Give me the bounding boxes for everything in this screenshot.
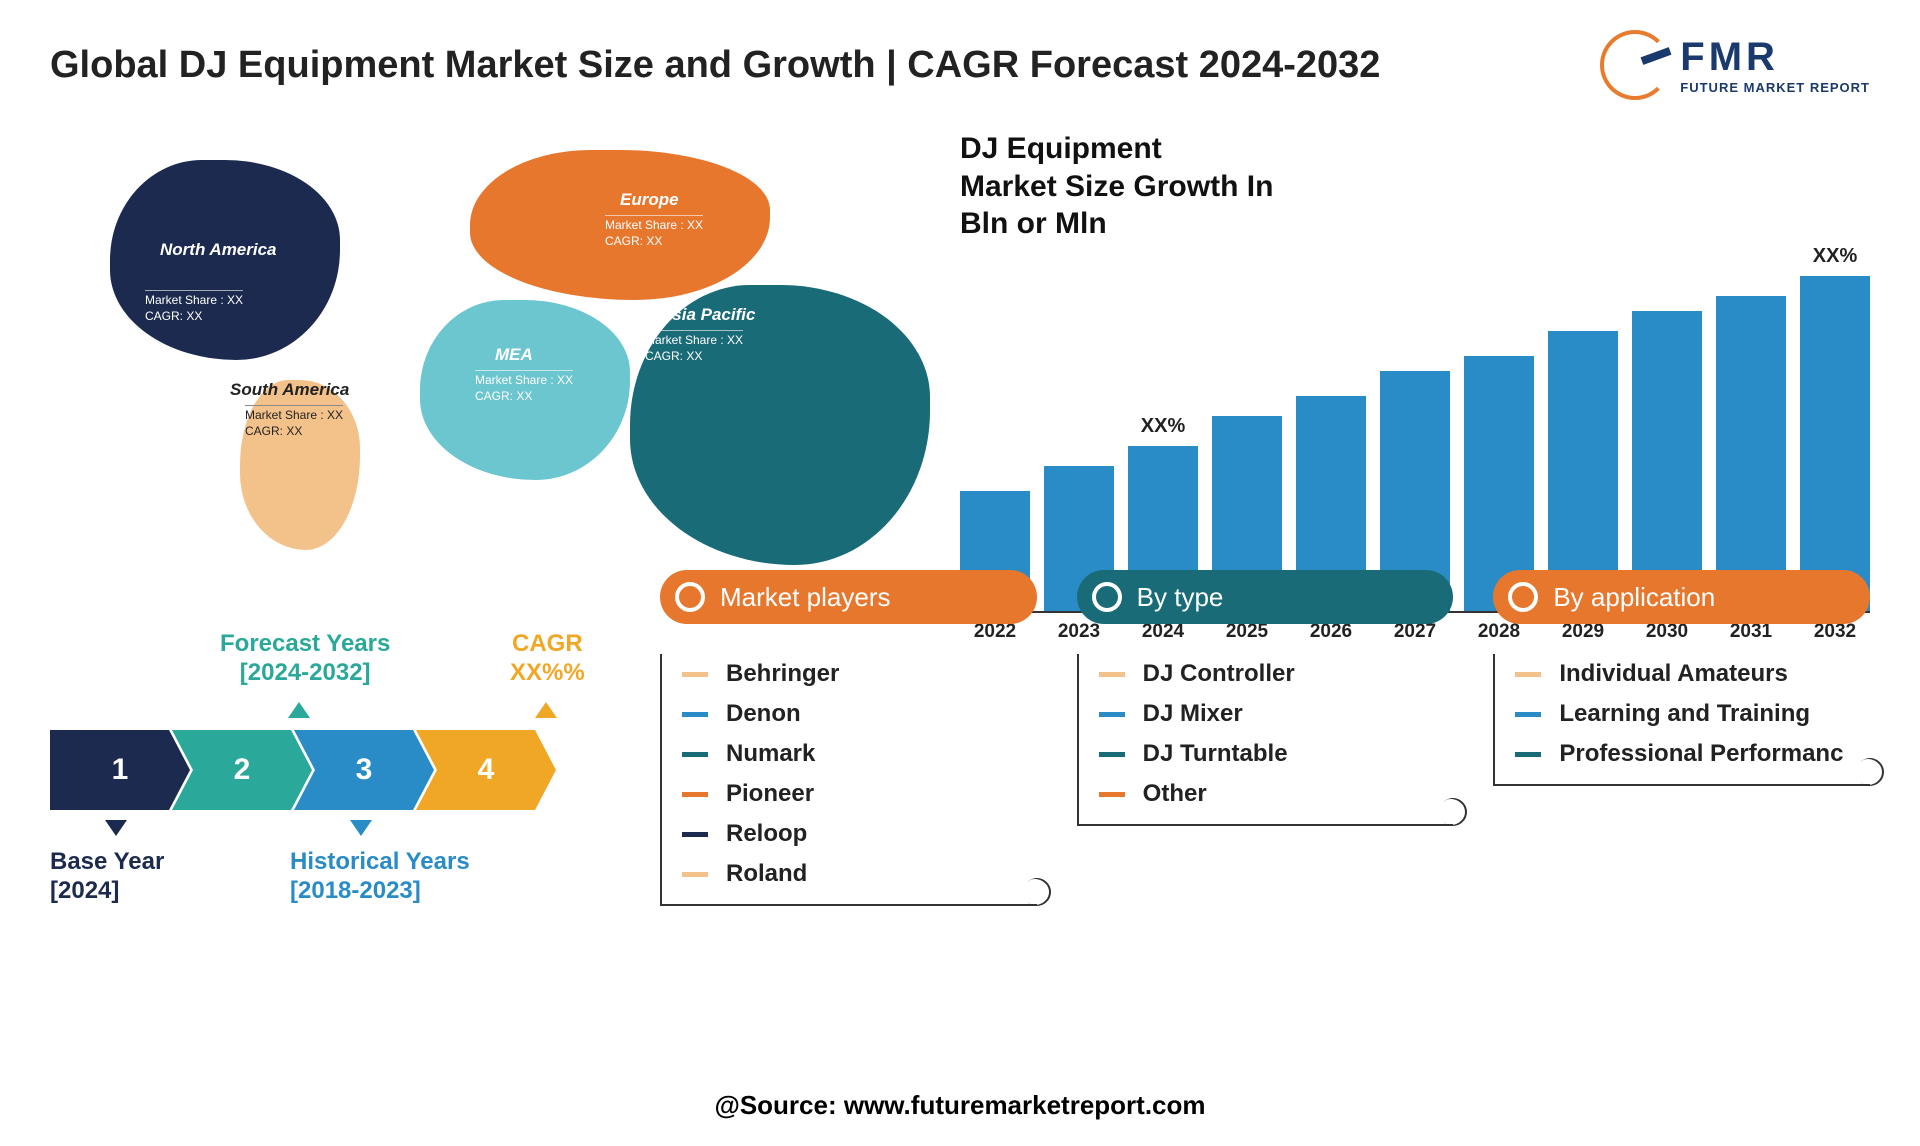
region-name: North America [160,240,277,260]
category-item-text: Pioneer [726,780,814,808]
category-item: Learning and Training [1515,694,1870,734]
dash-icon [682,872,708,877]
forecast-range: [2024-2032] [240,659,371,686]
category-item: DJ Turntable [1099,734,1454,774]
category-item-text: Learning and Training [1559,700,1810,728]
category-item-text: Professional Performanc [1559,740,1843,768]
region-stats: Market Share : XXCAGR: XX [475,370,573,404]
base-arrow-icon [105,820,127,836]
timeline-step: 3 [294,730,434,810]
category-item: Individual Amateurs [1515,654,1870,694]
category-item: Professional Performanc [1515,734,1870,774]
timeline-step: 4 [416,730,556,810]
logo-sub: FUTURE MARKET REPORT [1680,80,1870,95]
bar [1800,276,1870,611]
category-item-text: Roland [726,860,807,888]
bar [1548,331,1618,611]
hist-range: [2018-2023] [290,877,421,904]
region-stats: Market Share : XXCAGR: XX [145,290,243,324]
region-stats: Market Share : XXCAGR: XX [605,215,703,249]
hist-arrow-icon [350,820,372,836]
category-list: Individual Amateurs Learning and Training… [1493,654,1870,786]
category: By application Individual Amateurs Learnin… [1493,570,1870,906]
page-title: Global DJ Equipment Market Size and Grow… [50,44,1380,87]
category-item: Other [1099,774,1454,814]
dash-icon [682,792,708,797]
bar-end-pct: XX% [1813,245,1857,268]
category-item-text: Other [1143,780,1207,808]
dash-icon [1099,672,1125,677]
header: Global DJ Equipment Market Size and Grow… [0,0,1920,110]
bar [1716,296,1786,611]
bar-wrap: 2032XX% [1800,276,1870,611]
logo-icon [1600,30,1670,100]
category-item-text: DJ Controller [1143,660,1295,688]
category-item: Denon [682,694,1037,734]
dash-icon [682,832,708,837]
bar-wrap: 2030 [1632,311,1702,611]
region-stats: Market Share : XXCAGR: XX [245,405,343,439]
base-label: Base Year [50,848,164,875]
region-stats: Market Share : XXCAGR: XX [645,330,743,364]
category-item: Pioneer [682,774,1037,814]
dash-icon [1099,712,1125,717]
cagr-value: XX%% [510,659,585,686]
dash-icon [1515,752,1541,757]
category-list: DJ Controller DJ Mixer DJ Turntable Other [1077,654,1454,826]
cagr-label: CAGR [512,630,583,657]
dash-icon [682,752,708,757]
region-name: Asia Pacific [660,305,755,325]
region-name: Europe [620,190,679,210]
chart-title: DJ Equipment Market Size Growth In Bln o… [960,130,1870,243]
world-map: North America Market Share : XXCAGR: XX So… [50,130,930,550]
base-range: [2024] [50,877,119,904]
dash-icon [1099,752,1125,757]
logo-main: FMR [1680,35,1870,80]
category: Market players Behringer Denon Numark Pionee… [660,570,1037,906]
dash-icon [1099,792,1125,797]
dash-icon [682,712,708,717]
dash-icon [1515,712,1541,717]
category-item: Reloop [682,814,1037,854]
category-item-text: DJ Mixer [1143,700,1243,728]
category-item-text: Denon [726,700,801,728]
categories-row: Market players Behringer Denon Numark Pionee… [610,570,1920,906]
category-item-text: DJ Turntable [1143,740,1288,768]
category-list: Behringer Denon Numark Pioneer Reloop Roland [660,654,1037,906]
category-item: Behringer [682,654,1037,694]
category-pill: Market players [660,570,1037,624]
source-text: @Source: www.futuremarketreport.com [714,1090,1205,1121]
category: By type DJ Controller DJ Mixer DJ Turntable… [1077,570,1454,906]
bar-wrap: 2029 [1548,331,1618,611]
category-pill: By application [1493,570,1870,624]
region-name: South America [230,380,349,400]
map-region [110,160,340,360]
timeline-step: 1 [50,730,190,810]
forecast-arrow-icon [288,702,310,718]
category-item: DJ Mixer [1099,694,1454,734]
bar-start-pct: XX% [1141,415,1185,438]
category-item: Numark [682,734,1037,774]
category-item-text: Behringer [726,660,839,688]
dash-icon [1515,672,1541,677]
timeline-step: 2 [172,730,312,810]
category-pill: By type [1077,570,1454,624]
map-region [630,285,930,565]
timeline: Forecast Years [2024-2032] CAGR XX%% 123… [50,630,610,930]
category-item-text: Numark [726,740,815,768]
bar-chart: 202220232024XX%2025202620272028202920302… [960,263,1870,613]
category-item-text: Individual Amateurs [1559,660,1788,688]
category-item-text: Reloop [726,820,807,848]
dash-icon [682,672,708,677]
bar-wrap: 2031 [1716,296,1786,611]
category-item: Roland [682,854,1037,894]
region-name: MEA [495,345,533,365]
cagr-arrow-icon [535,702,557,718]
fmr-logo: FMR FUTURE MARKET REPORT [1600,30,1870,100]
forecast-label: Forecast Years [220,630,390,657]
bar [1632,311,1702,611]
category-item: DJ Controller [1099,654,1454,694]
hist-label: Historical Years [290,848,470,875]
